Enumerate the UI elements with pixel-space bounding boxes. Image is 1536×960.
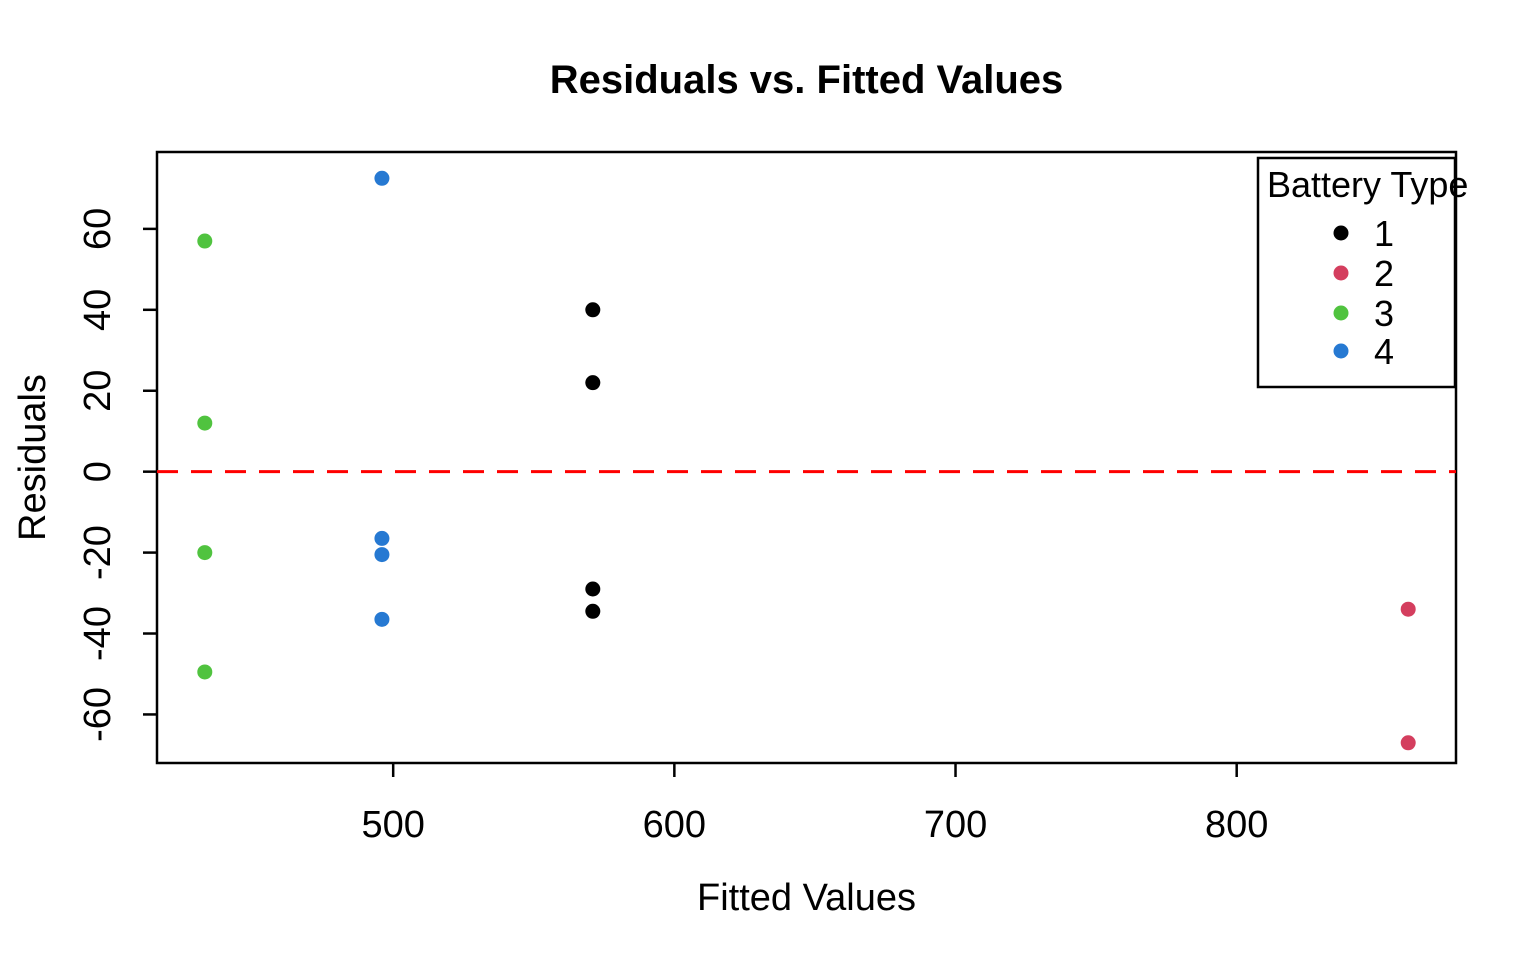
chart-title: Residuals vs. Fitted Values <box>550 58 1064 102</box>
y-tick-label: -20 <box>77 525 119 580</box>
data-point-type-4 <box>374 547 390 563</box>
y-tick-label: -60 <box>77 687 119 742</box>
data-point-type-1 <box>585 603 601 619</box>
legend-marker-type-1 <box>1333 225 1349 241</box>
data-point-type-4 <box>374 611 390 627</box>
data-point-type-3 <box>197 545 213 561</box>
y-tick-label: 20 <box>77 370 119 412</box>
x-axis-label: Fitted Values <box>697 877 916 919</box>
data-point-type-4 <box>374 530 390 546</box>
legend-marker-type-2 <box>1333 265 1349 281</box>
x-tick-label: 800 <box>1205 804 1268 846</box>
legend-box <box>1256 156 1457 389</box>
data-point-type-2 <box>1400 601 1416 617</box>
data-point-type-3 <box>197 233 213 249</box>
legend-item-label: 4 <box>1374 331 1394 372</box>
data-point-type-1 <box>585 375 601 391</box>
legend-item-label: 3 <box>1374 293 1394 334</box>
data-point-type-2 <box>1400 735 1416 751</box>
y-tick-label: 60 <box>77 208 119 250</box>
y-axis-label: Residuals <box>12 374 54 541</box>
legend-marker-type-4 <box>1333 343 1349 359</box>
x-tick-label: 700 <box>924 804 987 846</box>
legend-marker-type-3 <box>1333 305 1349 321</box>
x-tick-label: 600 <box>643 804 706 846</box>
y-tick-label: 0 <box>77 461 119 482</box>
data-point-type-4 <box>374 170 390 186</box>
data-point-type-1 <box>585 302 601 318</box>
data-point-type-3 <box>197 664 213 680</box>
y-tick-label: 40 <box>77 289 119 331</box>
legend-title: Battery Type <box>1267 164 1468 205</box>
legend-item-label: 2 <box>1374 253 1394 294</box>
data-point-type-3 <box>197 415 213 431</box>
data-point-type-1 <box>585 581 601 597</box>
plot-border <box>155 150 1458 765</box>
legend-item-label: 1 <box>1374 213 1394 254</box>
y-tick-label: -40 <box>77 606 119 661</box>
x-tick-label: 500 <box>361 804 424 846</box>
